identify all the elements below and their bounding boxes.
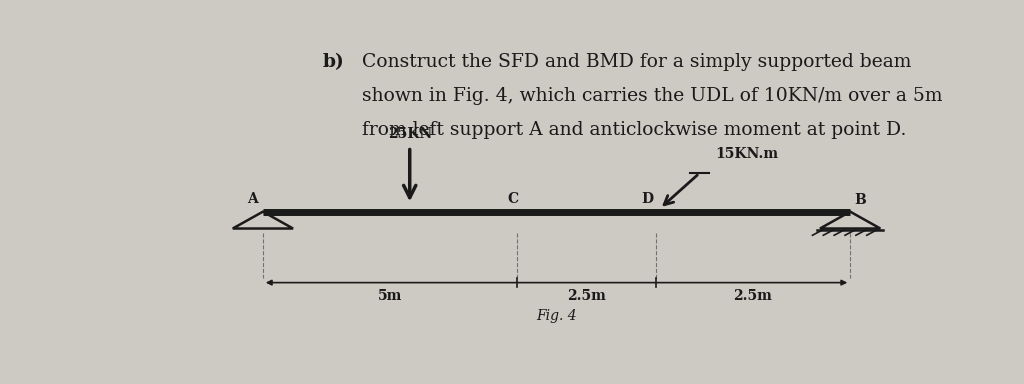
Text: 2.5m: 2.5m <box>733 288 772 303</box>
Text: 5m: 5m <box>378 288 402 303</box>
Text: B: B <box>854 193 865 207</box>
Text: Construct the SFD and BMD for a simply supported beam: Construct the SFD and BMD for a simply s… <box>362 53 911 71</box>
Text: D: D <box>642 192 654 206</box>
Text: Fig. 4: Fig. 4 <box>537 309 577 323</box>
Text: from left support A and anticlockwise moment at point D.: from left support A and anticlockwise mo… <box>362 121 906 139</box>
Text: 25KN: 25KN <box>388 127 432 141</box>
Text: 15KN.m: 15KN.m <box>716 147 778 161</box>
Text: shown in Fig. 4, which carries the UDL of 10KN/m over a 5m: shown in Fig. 4, which carries the UDL o… <box>362 88 943 106</box>
Text: b): b) <box>323 53 344 71</box>
Text: 2.5m: 2.5m <box>567 288 606 303</box>
Text: C: C <box>507 192 518 206</box>
Text: A: A <box>247 192 258 206</box>
